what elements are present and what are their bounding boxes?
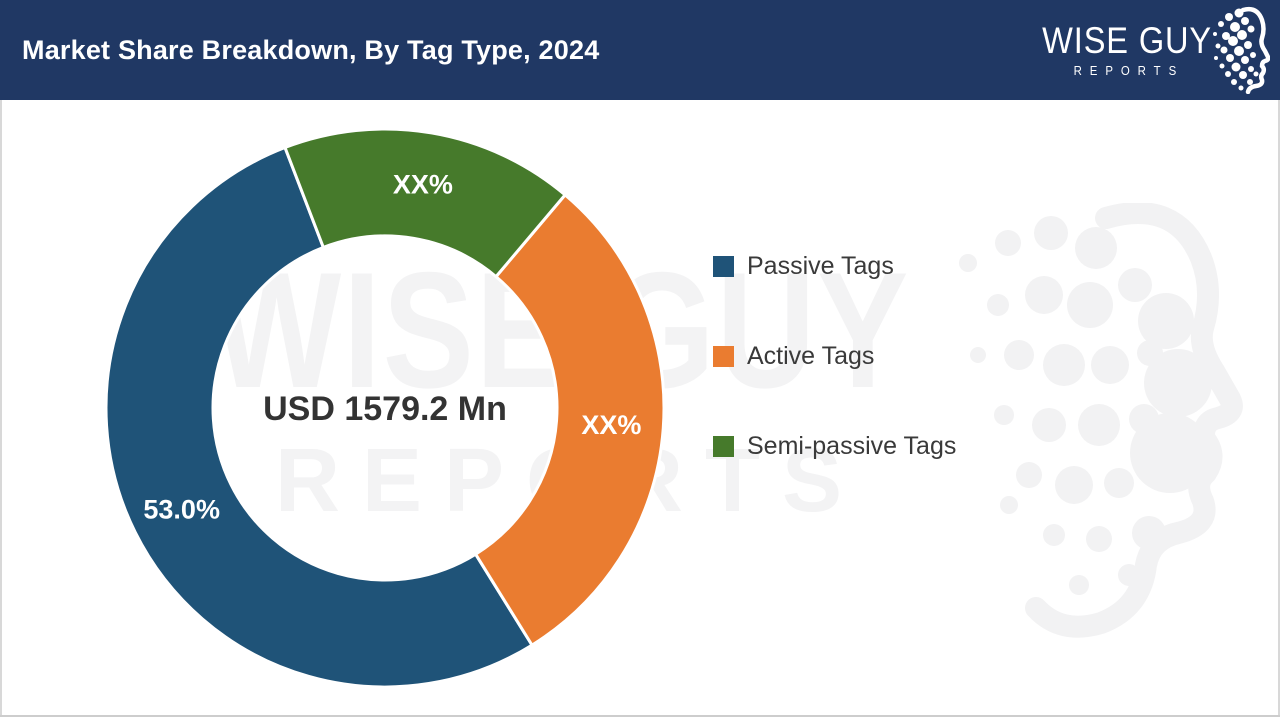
legend-label: Passive Tags: [747, 251, 894, 280]
legend-item-passive-tags: Passive Tags: [713, 250, 956, 282]
wedge-active-tags: [473, 192, 666, 648]
wedge-semi-passive-tags: [283, 127, 568, 279]
legend-item-active-tags: Active Tags: [713, 340, 956, 372]
logo-wordmark: WISE GUY: [1042, 20, 1212, 61]
wedge-label-semi-passive-tags: XX%: [393, 170, 453, 200]
wise-guy-reports-logo: WISE GUY REPORTS: [1019, 6, 1270, 94]
wedge-label-passive-tags: 53.0%: [143, 494, 220, 524]
wedge-passive-tags: [104, 145, 535, 689]
logo-subtitle: REPORTS: [1073, 63, 1185, 78]
wedge-label-active-tags: XX%: [581, 410, 641, 440]
chart-legend: Passive Tags Active Tags Semi-passive Ta…: [713, 250, 956, 520]
frame-border-right: [1278, 100, 1280, 715]
donut-center-value: USD 1579.2 Mn: [263, 390, 507, 428]
frame-border-left: [0, 100, 2, 715]
header-bar: Market Share Breakdown, By Tag Type, 202…: [0, 0, 1280, 100]
frame-border-bottom: [0, 715, 1280, 717]
legend-swatch-semi-passive-tags: [713, 435, 734, 457]
donut-chart: 53.0% XX% XX% USD 1579.2 Mn: [104, 127, 666, 689]
legend-swatch-active-tags: [713, 345, 734, 367]
legend-item-semi-passive-tags: Semi-passive Tags: [713, 430, 956, 462]
legend-label: Semi-passive Tags: [747, 431, 957, 460]
logo-text: WISE GUY REPORTS: [1042, 22, 1212, 78]
head-profile-dots-icon: [1213, 6, 1270, 94]
page-title: Market Share Breakdown, By Tag Type, 202…: [22, 34, 600, 65]
watermark-head-profile-dots-icon: [959, 203, 1243, 638]
legend-label: Active Tags: [747, 341, 875, 370]
legend-swatch-passive-tags: [713, 255, 734, 277]
